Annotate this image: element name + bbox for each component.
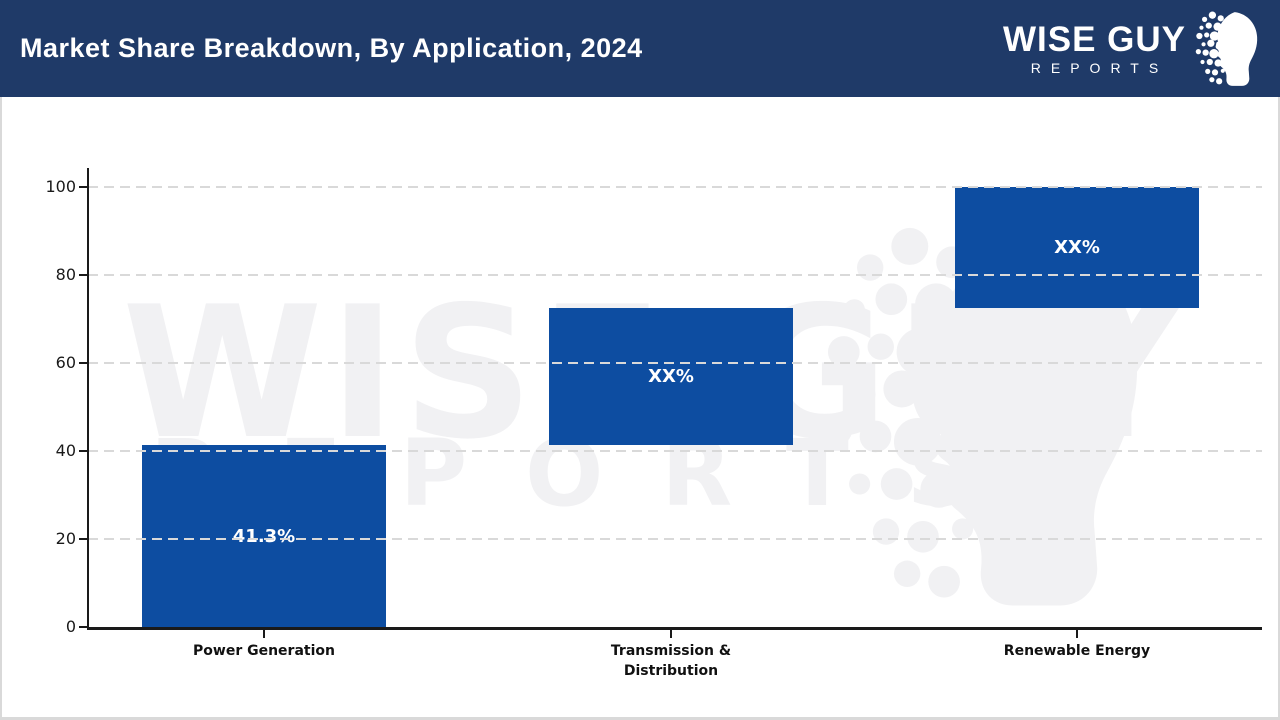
y-tick-mark: [79, 538, 87, 540]
logo-text-block: WISE GUY REPORTS: [1002, 19, 1186, 77]
y-tick-mark: [79, 362, 87, 364]
logo-reports-text: REPORTS: [1030, 60, 1169, 77]
chart-title: Market Share Breakdown, By Application, …: [20, 33, 643, 63]
y-tick-label: 40: [55, 441, 76, 460]
gridline-20: [88, 538, 1262, 540]
gridline-100: [88, 186, 1262, 188]
x-tick-mark: [263, 630, 265, 638]
logo-dotted-face-icon: [1192, 10, 1264, 88]
category-label: Power Generation: [193, 643, 335, 659]
bar-segment: 41.3%: [142, 445, 386, 627]
header-banner: Market Share Breakdown, By Application, …: [0, 0, 1280, 97]
category-label: Renewable Energy: [1003, 643, 1151, 659]
bar-value-label: XX%: [648, 366, 694, 388]
x-axis-line: [87, 627, 1262, 630]
gridline-60: [88, 362, 1262, 364]
y-tick-mark: [79, 274, 87, 276]
bar-segment: XX%: [955, 187, 1199, 308]
bar-value-label: 41.3%: [232, 525, 296, 547]
y-tick-label: 80: [55, 265, 76, 284]
category-label: Transmission & Distribution: [610, 643, 732, 680]
y-tick-label: 20: [55, 529, 76, 548]
y-tick-mark: [79, 626, 87, 628]
wise-guy-reports-logo: WISE GUY REPORTS: [1003, 8, 1264, 90]
y-tick-mark: [79, 450, 87, 452]
y-tick-label: 60: [55, 353, 76, 372]
y-tick-mark: [79, 186, 87, 188]
bar-value-label: XX%: [1054, 237, 1100, 258]
bar-segment: XX%: [549, 308, 793, 446]
x-tick-mark: [1076, 630, 1078, 638]
logo-wordmark: WISE GUY: [1002, 19, 1186, 59]
gridline-80: [88, 274, 1262, 276]
x-tick-mark: [670, 630, 672, 638]
gridline-40: [88, 450, 1262, 452]
y-tick-label: 0: [65, 617, 76, 636]
y-tick-label: 100: [45, 177, 76, 196]
y-axis-line: [87, 168, 89, 629]
